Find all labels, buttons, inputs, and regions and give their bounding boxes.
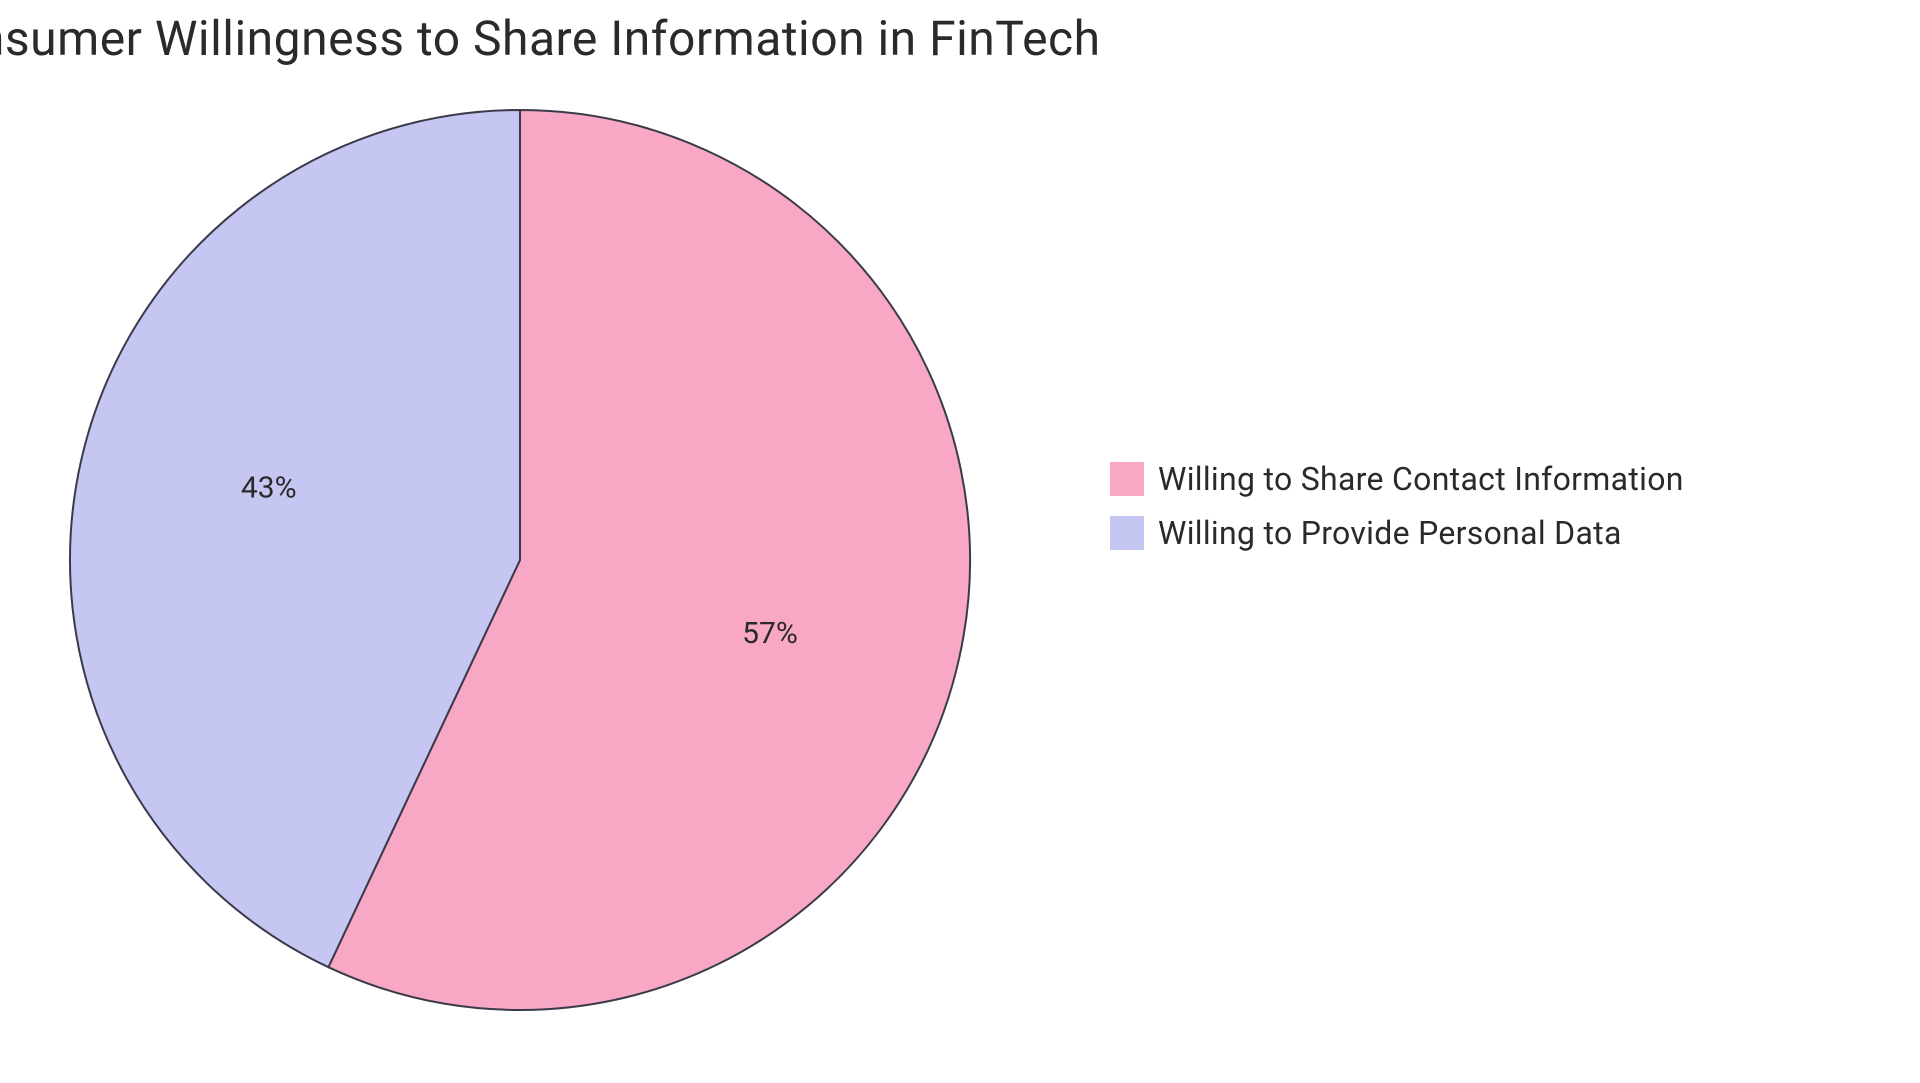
pie-chart: 57% 43% bbox=[50, 90, 990, 1034]
legend-swatch bbox=[1110, 516, 1144, 550]
slice-percent-label: 43% bbox=[241, 470, 297, 505]
chart-title: onsumer Willingness to Share Information… bbox=[0, 10, 1101, 67]
legend-swatch bbox=[1110, 462, 1144, 496]
legend-label: Willing to Provide Personal Data bbox=[1158, 514, 1622, 552]
legend-label: Willing to Share Contact Information bbox=[1158, 460, 1684, 498]
slice-percent-label: 57% bbox=[742, 616, 798, 651]
legend-item: Willing to Share Contact Information bbox=[1110, 460, 1684, 498]
legend: Willing to Share Contact Information Wil… bbox=[1110, 460, 1684, 552]
chart-container: onsumer Willingness to Share Information… bbox=[0, 0, 1920, 1083]
legend-item: Willing to Provide Personal Data bbox=[1110, 514, 1684, 552]
